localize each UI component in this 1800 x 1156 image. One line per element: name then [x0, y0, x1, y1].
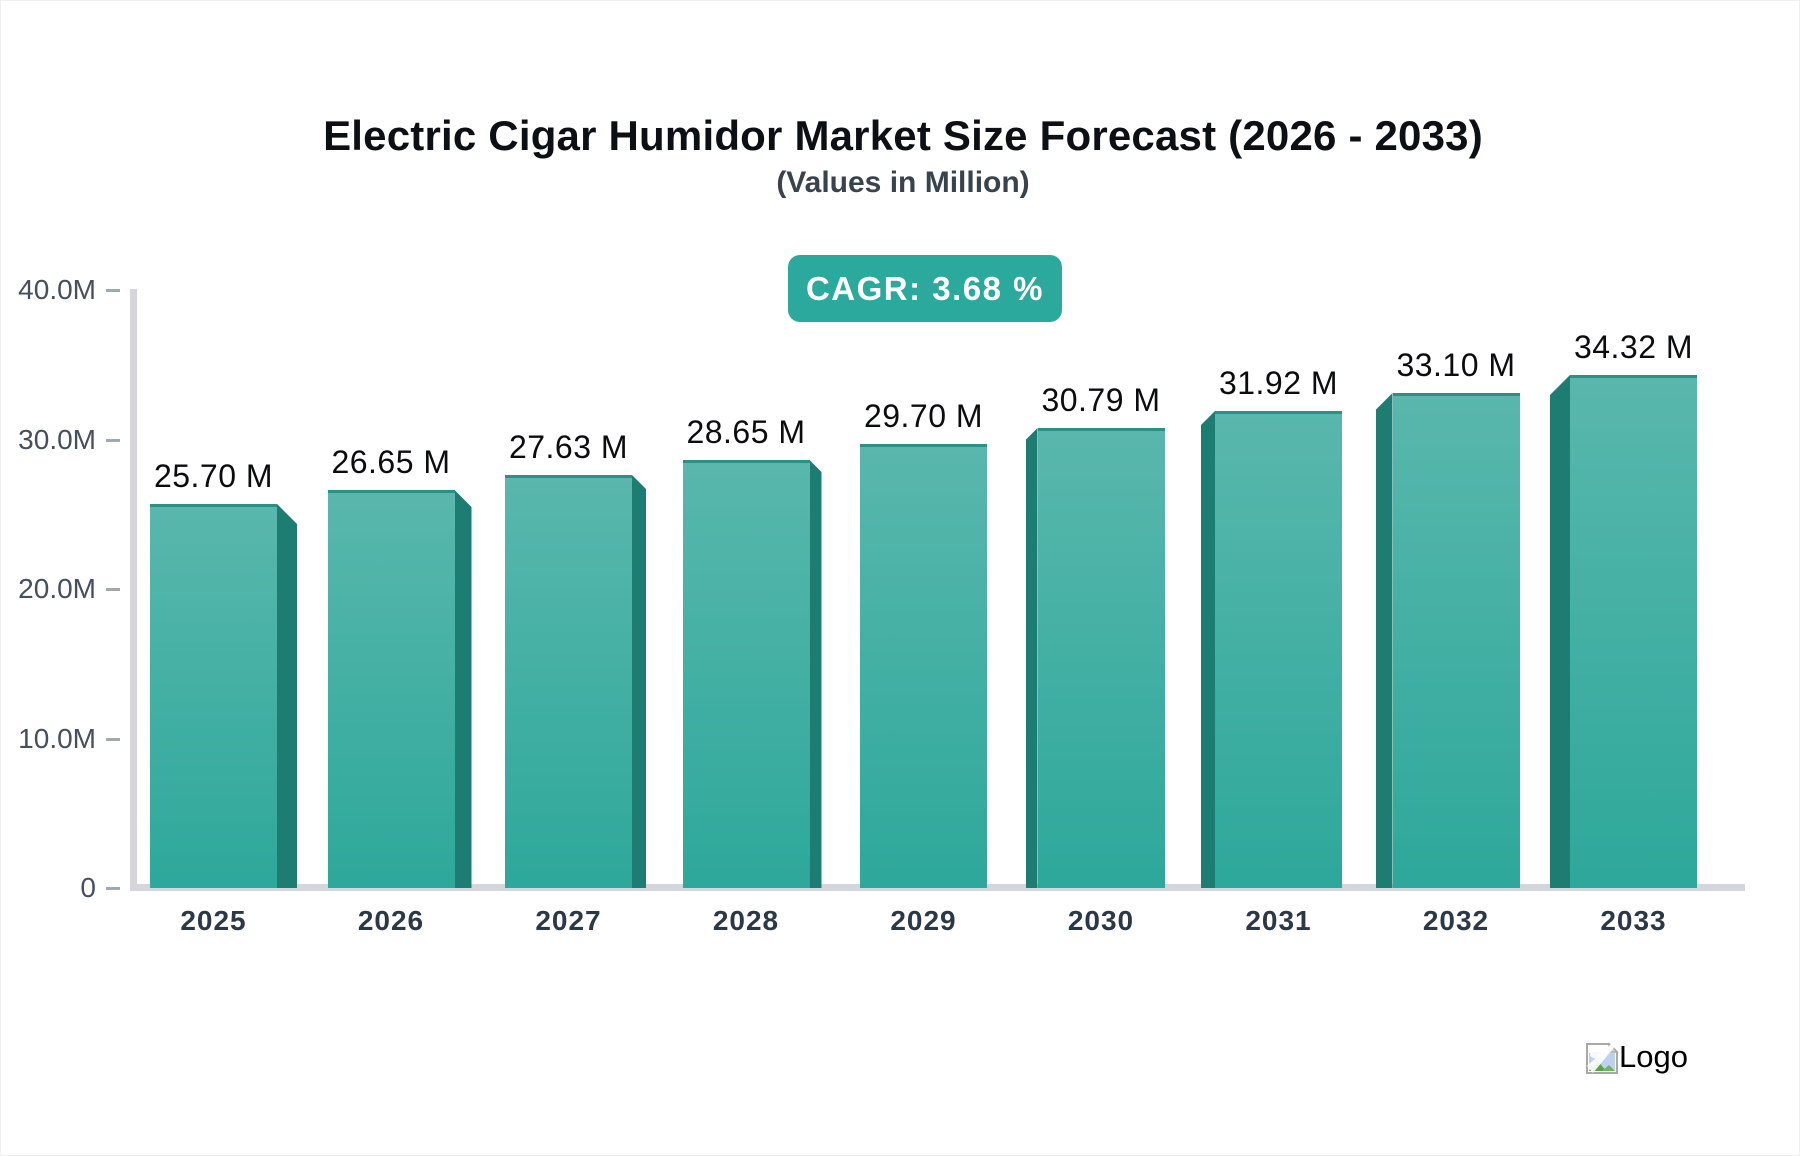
bar-side-face [632, 475, 646, 888]
bar-value-label: 30.79 M [1041, 382, 1161, 418]
bar-face [150, 504, 277, 888]
y-axis-tick-label: 10.0M [18, 722, 96, 754]
bar-side-face [454, 490, 472, 888]
bar-side-face [1550, 375, 1570, 888]
bar-2031: 31.92 M [1201, 365, 1342, 888]
x-axis-label-2027: 2027 [535, 905, 602, 936]
bar-face [1215, 411, 1342, 888]
bar-2029: 29.70 M [860, 398, 987, 888]
y-axis-tick-label: 0 [80, 872, 96, 903]
x-axis-label-2025: 2025 [180, 905, 247, 936]
bar-face [505, 475, 632, 888]
y-axis-tick-mark [106, 737, 120, 741]
chart-subtitle: (Values in Million) [776, 166, 1030, 199]
bar-side-face [1025, 428, 1038, 888]
bar-value-label: 28.65 M [686, 414, 806, 450]
bar-2026: 26.65 M [327, 444, 472, 888]
bar-face [860, 444, 987, 888]
bar-side-face [277, 504, 297, 888]
bar-value-label: 29.70 M [863, 398, 984, 434]
bar-side-face [809, 460, 822, 888]
bar-2027: 27.63 M [505, 429, 646, 888]
bar-value-label: 31.92 M [1218, 365, 1339, 401]
bar-value-label: 27.63 M [508, 429, 629, 465]
bar-face [1037, 428, 1165, 888]
y-axis-tick-label: 40.0M [18, 274, 96, 305]
bar-face [1570, 375, 1697, 888]
bar-2025: 25.70 M [150, 458, 297, 888]
y-axis-tick-mark [106, 588, 120, 591]
chart-title: Electric Cigar Humidor Market Size Forec… [323, 112, 1483, 159]
bar-side-face [1201, 411, 1215, 888]
y-axis-tick-label: 20.0M [18, 573, 96, 604]
bar-value-label: 33.10 M [1396, 347, 1516, 383]
x-axis-label-2032: 2032 [1422, 905, 1490, 936]
cagr-badge: CAGR: 3.68 % [788, 255, 1062, 322]
y-axis-line [130, 289, 137, 891]
broken-image-icon [1586, 1042, 1619, 1074]
cagr-badge-label: CAGR: 3.68 % [805, 269, 1045, 307]
bar-side-face [1375, 393, 1393, 888]
bar-2030: 30.79 M [1025, 382, 1165, 888]
bar-2028: 28.65 M [682, 414, 822, 888]
x-axis-label-2026: 2026 [357, 905, 425, 936]
x-axis-label-2030: 2030 [1067, 905, 1135, 936]
logo-text: Logo [1619, 1039, 1688, 1074]
bar-face [327, 490, 455, 888]
bar-face [682, 460, 810, 888]
bar-value-label: 34.32 M [1573, 329, 1694, 365]
bar-value-label: 26.65 M [331, 444, 451, 480]
bar-2033: 34.32 M [1550, 329, 1697, 888]
y-axis-tick-mark [106, 289, 120, 292]
x-axis-label-2031: 2031 [1245, 905, 1312, 936]
logo: Logo [1585, 1040, 1688, 1075]
x-axis-label-2028: 2028 [712, 905, 780, 936]
bar-2032: 33.10 M [1375, 347, 1520, 888]
x-axis-label-2029: 2029 [890, 905, 957, 936]
x-axis-label-2033: 2033 [1600, 905, 1667, 936]
y-axis-tick-mark [106, 887, 120, 890]
y-axis-tick-label: 30.0M [18, 423, 96, 455]
bar-value-label: 25.70 M [153, 458, 274, 494]
y-axis-tick-mark [106, 438, 120, 442]
bar-face [1392, 393, 1520, 888]
